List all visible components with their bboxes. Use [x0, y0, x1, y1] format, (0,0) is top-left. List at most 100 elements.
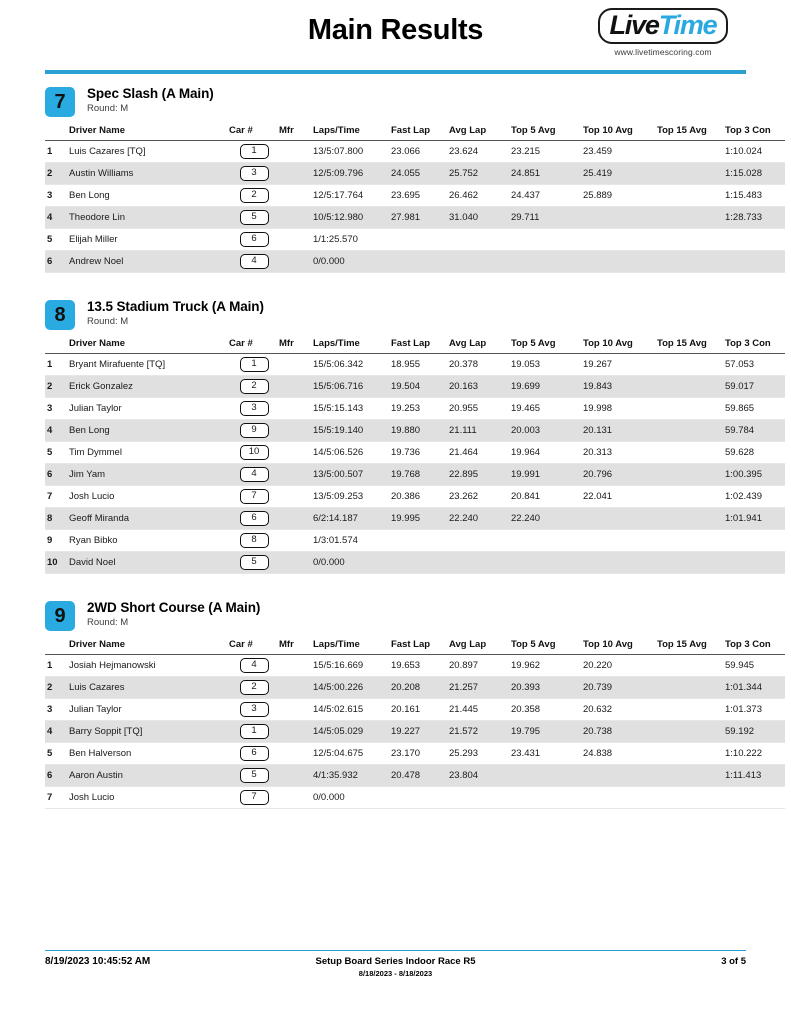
- cell-t3: 1:01.373: [725, 698, 785, 721]
- cell-t3: 1:02.439: [725, 485, 785, 508]
- table-row: 6 Jim Yam 4 13/5:00.507 19.768 22.895 19.991 20…: [45, 463, 785, 486]
- cell-mfr: [279, 206, 313, 229]
- column-header: Top 5 Avg: [511, 123, 583, 141]
- cell-t3: 59.865: [725, 397, 785, 420]
- car-number-cell: 7: [229, 485, 279, 508]
- cell-t10: 20.632: [583, 698, 657, 721]
- cell-mfr: [279, 551, 313, 574]
- car-number-cell: 3: [229, 162, 279, 185]
- table-row: 1 Bryant Mirafuente [TQ] 1 15/5:06.342 18.95…: [45, 353, 785, 376]
- section-number-badge: 7: [45, 87, 75, 117]
- car-number-cell: 2: [229, 184, 279, 207]
- cell-pos: 3: [45, 397, 69, 420]
- cell-t3: 1:00.395: [725, 463, 785, 486]
- cell-mfr: [279, 529, 313, 552]
- table-row: 5 Tim Dymmel 10 14/5:06.526 19.736 21.464 19.9…: [45, 441, 785, 464]
- cell-avg: [449, 228, 511, 251]
- cell-t15: [657, 463, 725, 486]
- column-header: Top 5 Avg: [511, 637, 583, 655]
- table-row: 2 Erick Gonzalez 2 15/5:06.716 19.504 20.163 1…: [45, 375, 785, 398]
- cell-fast: [391, 228, 449, 251]
- cell-pos: 5: [45, 441, 69, 464]
- column-header: [45, 123, 69, 141]
- column-header: Fast Lap: [391, 336, 449, 354]
- table-row: 4 Barry Soppit [TQ] 1 14/5:05.029 19.227 21.5…: [45, 720, 785, 743]
- cell-driver: Luis Cazares [TQ]: [69, 140, 229, 163]
- car-number-cell: 6: [229, 742, 279, 765]
- table-row: 3 Julian Taylor 3 14/5:02.615 20.161 21.445 20…: [45, 698, 785, 721]
- car-number-cell: 4: [229, 654, 279, 677]
- cell-t3: 1:01.941: [725, 507, 785, 530]
- cell-t3: [725, 551, 785, 574]
- cell-driver: Josh Lucio: [69, 786, 229, 809]
- column-header: Car #: [229, 637, 279, 655]
- cell-t10: [583, 206, 657, 229]
- column-header: Avg Lap: [449, 637, 511, 655]
- cell-t10: 19.267: [583, 353, 657, 376]
- column-header: Top 10 Avg: [583, 123, 657, 141]
- car-number-cell: 5: [229, 551, 279, 574]
- column-header: Driver Name: [69, 123, 229, 141]
- cell-pos: 1: [45, 654, 69, 677]
- logo-url-text: www.livetimescoring.com: [614, 47, 712, 57]
- cell-laps: 0/0.000: [313, 250, 391, 273]
- table-row: 2 Austin Williams 3 12/5:09.796 24.055 25.752…: [45, 162, 785, 185]
- car-number-cell: 1: [229, 353, 279, 376]
- cell-t15: [657, 654, 725, 677]
- cell-t15: [657, 786, 725, 809]
- results-table: Driver Name Car # Mfr Laps/Time Fast Lap Avg …: [45, 336, 785, 574]
- column-header: Top 3 Con: [725, 336, 785, 354]
- cell-fast: 27.981: [391, 206, 449, 229]
- cell-mfr: [279, 419, 313, 442]
- cell-fast: 20.478: [391, 764, 449, 787]
- cell-t3: 1:10.024: [725, 140, 785, 163]
- cell-mfr: [279, 184, 313, 207]
- section-title-block: Spec Slash (A Main) Round: M: [87, 86, 214, 114]
- cell-t3: 59.017: [725, 375, 785, 398]
- car-number-cell: 2: [229, 676, 279, 699]
- cell-fast: 19.253: [391, 397, 449, 420]
- cell-t15: [657, 441, 725, 464]
- cell-t15: [657, 507, 725, 530]
- car-number-badge: 5: [239, 210, 269, 225]
- cell-driver: Barry Soppit [TQ]: [69, 720, 229, 743]
- cell-t5: 20.003: [511, 419, 583, 442]
- section-round: Round: M: [87, 616, 129, 628]
- cell-t15: [657, 720, 725, 743]
- cell-mfr: [279, 786, 313, 809]
- cell-driver: Luis Cazares: [69, 676, 229, 699]
- car-number-badge: 5: [239, 555, 269, 570]
- table-row: 2 Luis Cazares 2 14/5:00.226 20.208 21.257 20.…: [45, 676, 785, 699]
- cell-fast: [391, 529, 449, 552]
- cell-avg: 26.462: [449, 184, 511, 207]
- cell-t15: [657, 250, 725, 273]
- car-number-cell: 6: [229, 507, 279, 530]
- cell-pos: 8: [45, 507, 69, 530]
- cell-mfr: [279, 397, 313, 420]
- cell-fast: 23.066: [391, 140, 449, 163]
- cell-t10: 25.889: [583, 184, 657, 207]
- column-header: Mfr: [279, 336, 313, 354]
- cell-driver: Erick Gonzalez: [69, 375, 229, 398]
- column-header: Driver Name: [69, 336, 229, 354]
- column-header: Top 10 Avg: [583, 336, 657, 354]
- cell-t5: [511, 764, 583, 787]
- cell-driver: David Noel: [69, 551, 229, 574]
- cell-laps: 12/5:17.764: [313, 184, 391, 207]
- cell-t5: 19.991: [511, 463, 583, 486]
- cell-pos: 1: [45, 140, 69, 163]
- cell-t5: 19.465: [511, 397, 583, 420]
- cell-t10: 25.419: [583, 162, 657, 185]
- cell-t5: 20.358: [511, 698, 583, 721]
- cell-mfr: [279, 140, 313, 163]
- livetime-logo-mark: LiveTime: [597, 8, 729, 44]
- car-number-badge: 2: [239, 379, 269, 394]
- cell-t3: 1:15.028: [725, 162, 785, 185]
- section-header: 7 Spec Slash (A Main) Round: M: [45, 86, 746, 117]
- cell-pos: 6: [45, 764, 69, 787]
- cell-driver: Tim Dymmel: [69, 441, 229, 464]
- table-row: 10 David Noel 5 0/0.000: [45, 551, 785, 574]
- section-title: 13.5 Stadium Truck (A Main): [87, 299, 264, 314]
- column-header: Mfr: [279, 123, 313, 141]
- cell-laps: 6/2:14.187: [313, 507, 391, 530]
